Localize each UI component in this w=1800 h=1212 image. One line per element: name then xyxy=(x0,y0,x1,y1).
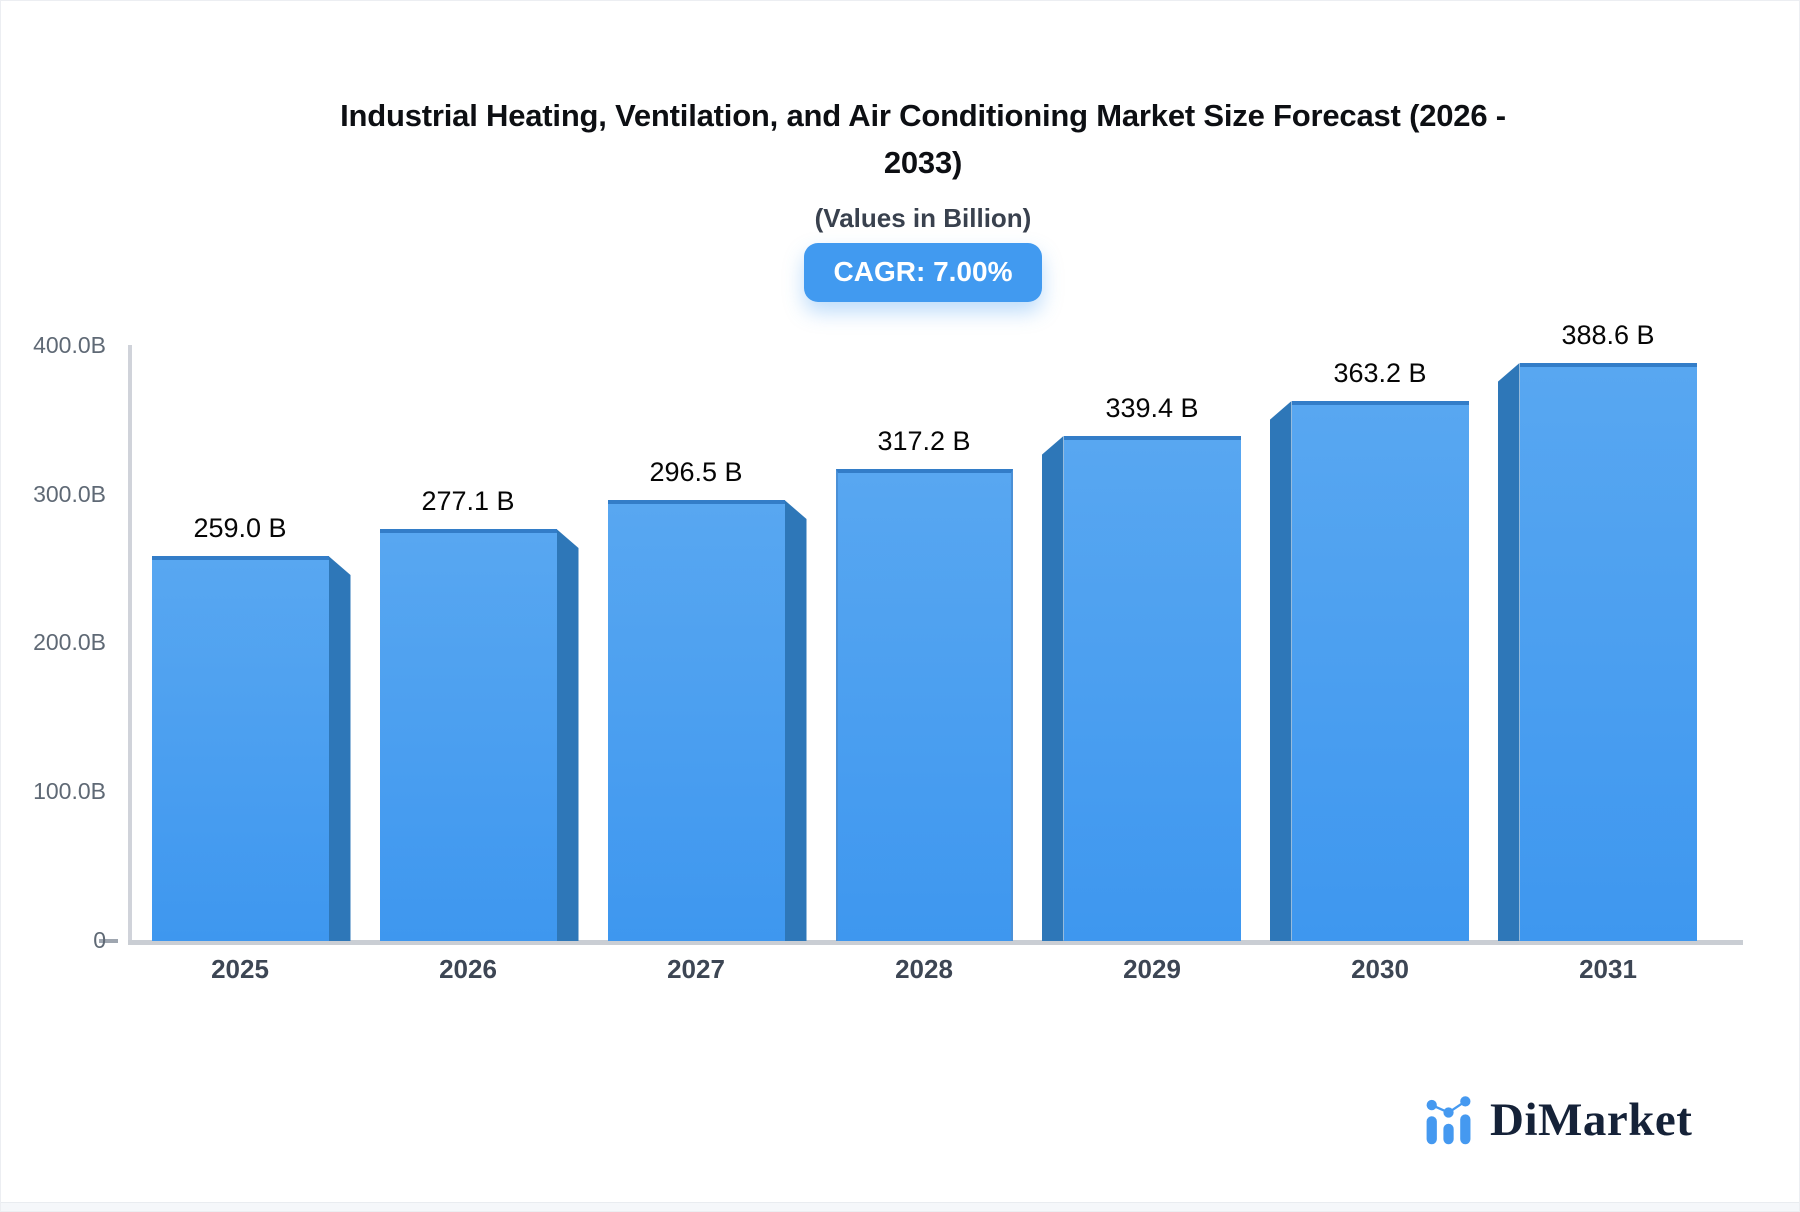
chart-subtitle: (Values in Billion) xyxy=(814,203,1032,233)
bar-3d-side xyxy=(328,556,351,941)
bar-value-label: 259.0 B xyxy=(193,513,287,543)
x-axis-line xyxy=(128,940,1743,945)
bar-chart-logo-icon xyxy=(1426,1096,1471,1145)
chart-header: Industrial Heating, Ventilation, and Air… xyxy=(46,92,1800,302)
chart-title-line2: 2033) xyxy=(883,145,963,180)
y-axis-tick-label: 0 xyxy=(93,927,106,953)
bar-3d-side xyxy=(1269,401,1292,941)
brand-name: DiMarket xyxy=(1490,1094,1693,1146)
x-axis-label-2031: 2031 xyxy=(1579,954,1637,984)
bar-2025 xyxy=(151,556,329,941)
x-axis-label-2027: 2027 xyxy=(667,954,725,984)
bar-2029 xyxy=(1063,436,1241,941)
y-axis-tick-label: 200.0B xyxy=(33,629,106,656)
cagr-badge: CAGR: 7.00% xyxy=(803,243,1043,302)
chart-title: Industrial Heating, Ventilation, and Air… xyxy=(46,92,1800,186)
bottom-strip xyxy=(0,1202,1800,1212)
x-axis-label-2025: 2025 xyxy=(211,954,269,984)
bar-2026 xyxy=(379,529,557,941)
bar-2028 xyxy=(835,469,1013,941)
bar-2030 xyxy=(1291,401,1469,941)
bar-2027 xyxy=(607,500,785,941)
zero-tick-mark xyxy=(99,939,118,943)
y-axis-tick-label: 400.0B xyxy=(33,331,106,358)
x-axis-label-2028: 2028 xyxy=(895,954,953,984)
x-axis-label-2030: 2030 xyxy=(1351,954,1409,984)
bar-3d-side xyxy=(1041,436,1064,941)
x-axis-label-2026: 2026 xyxy=(439,954,497,984)
bar-value-label: 296.5 B xyxy=(649,457,743,487)
y-axis-line xyxy=(128,345,132,945)
bar-value-label: 363.2 B xyxy=(1333,358,1427,388)
bar-value-label: 317.2 B xyxy=(877,426,971,456)
bar-2031 xyxy=(1519,363,1697,941)
bar-value-label: 388.6 B xyxy=(1561,320,1655,350)
y-axis-tick-label: 100.0B xyxy=(33,778,106,805)
bar-3d-side xyxy=(784,500,807,941)
y-axis-tick-label: 300.0B xyxy=(33,480,106,507)
bar-3d-side xyxy=(1497,363,1520,941)
bar-value-label: 339.4 B xyxy=(1105,393,1199,423)
brand-logo: DiMarket xyxy=(1421,1092,1692,1148)
bar-value-label: 277.1 B xyxy=(421,486,515,516)
chart-title-line1: Industrial Heating, Ventilation, and Air… xyxy=(340,98,1506,133)
bar-3d-side xyxy=(556,529,579,941)
x-axis-label-2029: 2029 xyxy=(1123,954,1181,984)
